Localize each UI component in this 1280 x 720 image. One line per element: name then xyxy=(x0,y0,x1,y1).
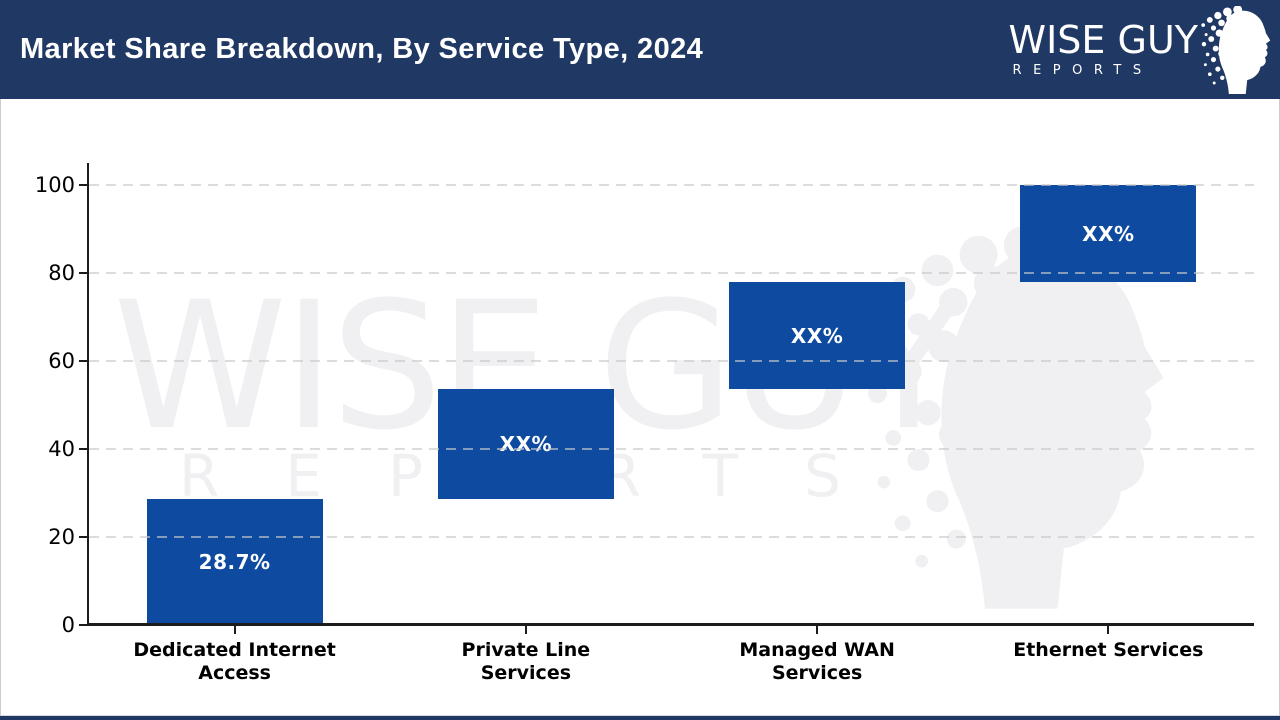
chart-area: WISE GUY REPORTS 02040608010028.7%Dedica… xyxy=(0,99,1280,716)
chart-title: Market Share Breakdown, By Service Type,… xyxy=(20,33,704,65)
bar-value-label: XX% xyxy=(1082,221,1135,246)
x-axis-category-label: Private Line Services xyxy=(461,639,591,684)
gridline xyxy=(89,448,1254,450)
y-axis-tick xyxy=(79,624,88,626)
brand-logo-text: WISE GUY REPORTS xyxy=(1009,21,1198,78)
x-axis-tick xyxy=(1107,626,1110,634)
y-axis-tick-label: 100 xyxy=(34,173,75,197)
header-bar: Market Share Breakdown, By Service Type,… xyxy=(0,0,1280,99)
bar: XX% xyxy=(729,282,906,390)
y-axis-tick xyxy=(79,184,88,186)
bar-value-label: XX% xyxy=(790,323,844,348)
y-axis-tick xyxy=(79,360,88,362)
bar: XX% xyxy=(437,389,614,499)
x-axis-tick xyxy=(524,626,527,634)
x-axis-tick xyxy=(233,626,236,634)
x-axis-category-label: Managed WAN Services xyxy=(739,639,895,684)
x-axis-line xyxy=(88,623,1254,626)
y-axis-tick-label: 0 xyxy=(61,613,75,637)
y-axis-tick-label: 60 xyxy=(48,349,75,373)
dotted-head-profile-icon xyxy=(1194,6,1274,94)
y-axis-line xyxy=(87,163,89,626)
brand-subtitle: REPORTS xyxy=(1012,63,1153,78)
brand-name: WISE GUY xyxy=(1008,18,1198,62)
y-axis-tick xyxy=(79,536,88,538)
bar-value-label: XX% xyxy=(499,431,553,456)
gridline xyxy=(89,184,1254,186)
x-axis-tick xyxy=(816,626,819,634)
footer-bar xyxy=(0,716,1280,720)
gridline xyxy=(89,272,1254,274)
brand-logo: WISE GUY REPORTS xyxy=(1009,6,1274,94)
y-axis-tick xyxy=(79,448,88,450)
x-axis-category-label: Dedicated Internet Access xyxy=(133,639,336,684)
y-axis-tick-label: 80 xyxy=(48,261,75,285)
gridline xyxy=(89,360,1254,362)
y-axis-tick xyxy=(79,272,88,274)
gridline xyxy=(89,536,1254,538)
bar: XX% xyxy=(1020,185,1197,283)
y-axis-tick-label: 40 xyxy=(48,437,75,461)
bar: 28.7% xyxy=(146,498,323,625)
x-axis-category-label: Ethernet Services xyxy=(1013,639,1204,661)
y-axis-tick-label: 20 xyxy=(48,525,75,549)
bar-value-label: 28.7% xyxy=(198,549,271,574)
